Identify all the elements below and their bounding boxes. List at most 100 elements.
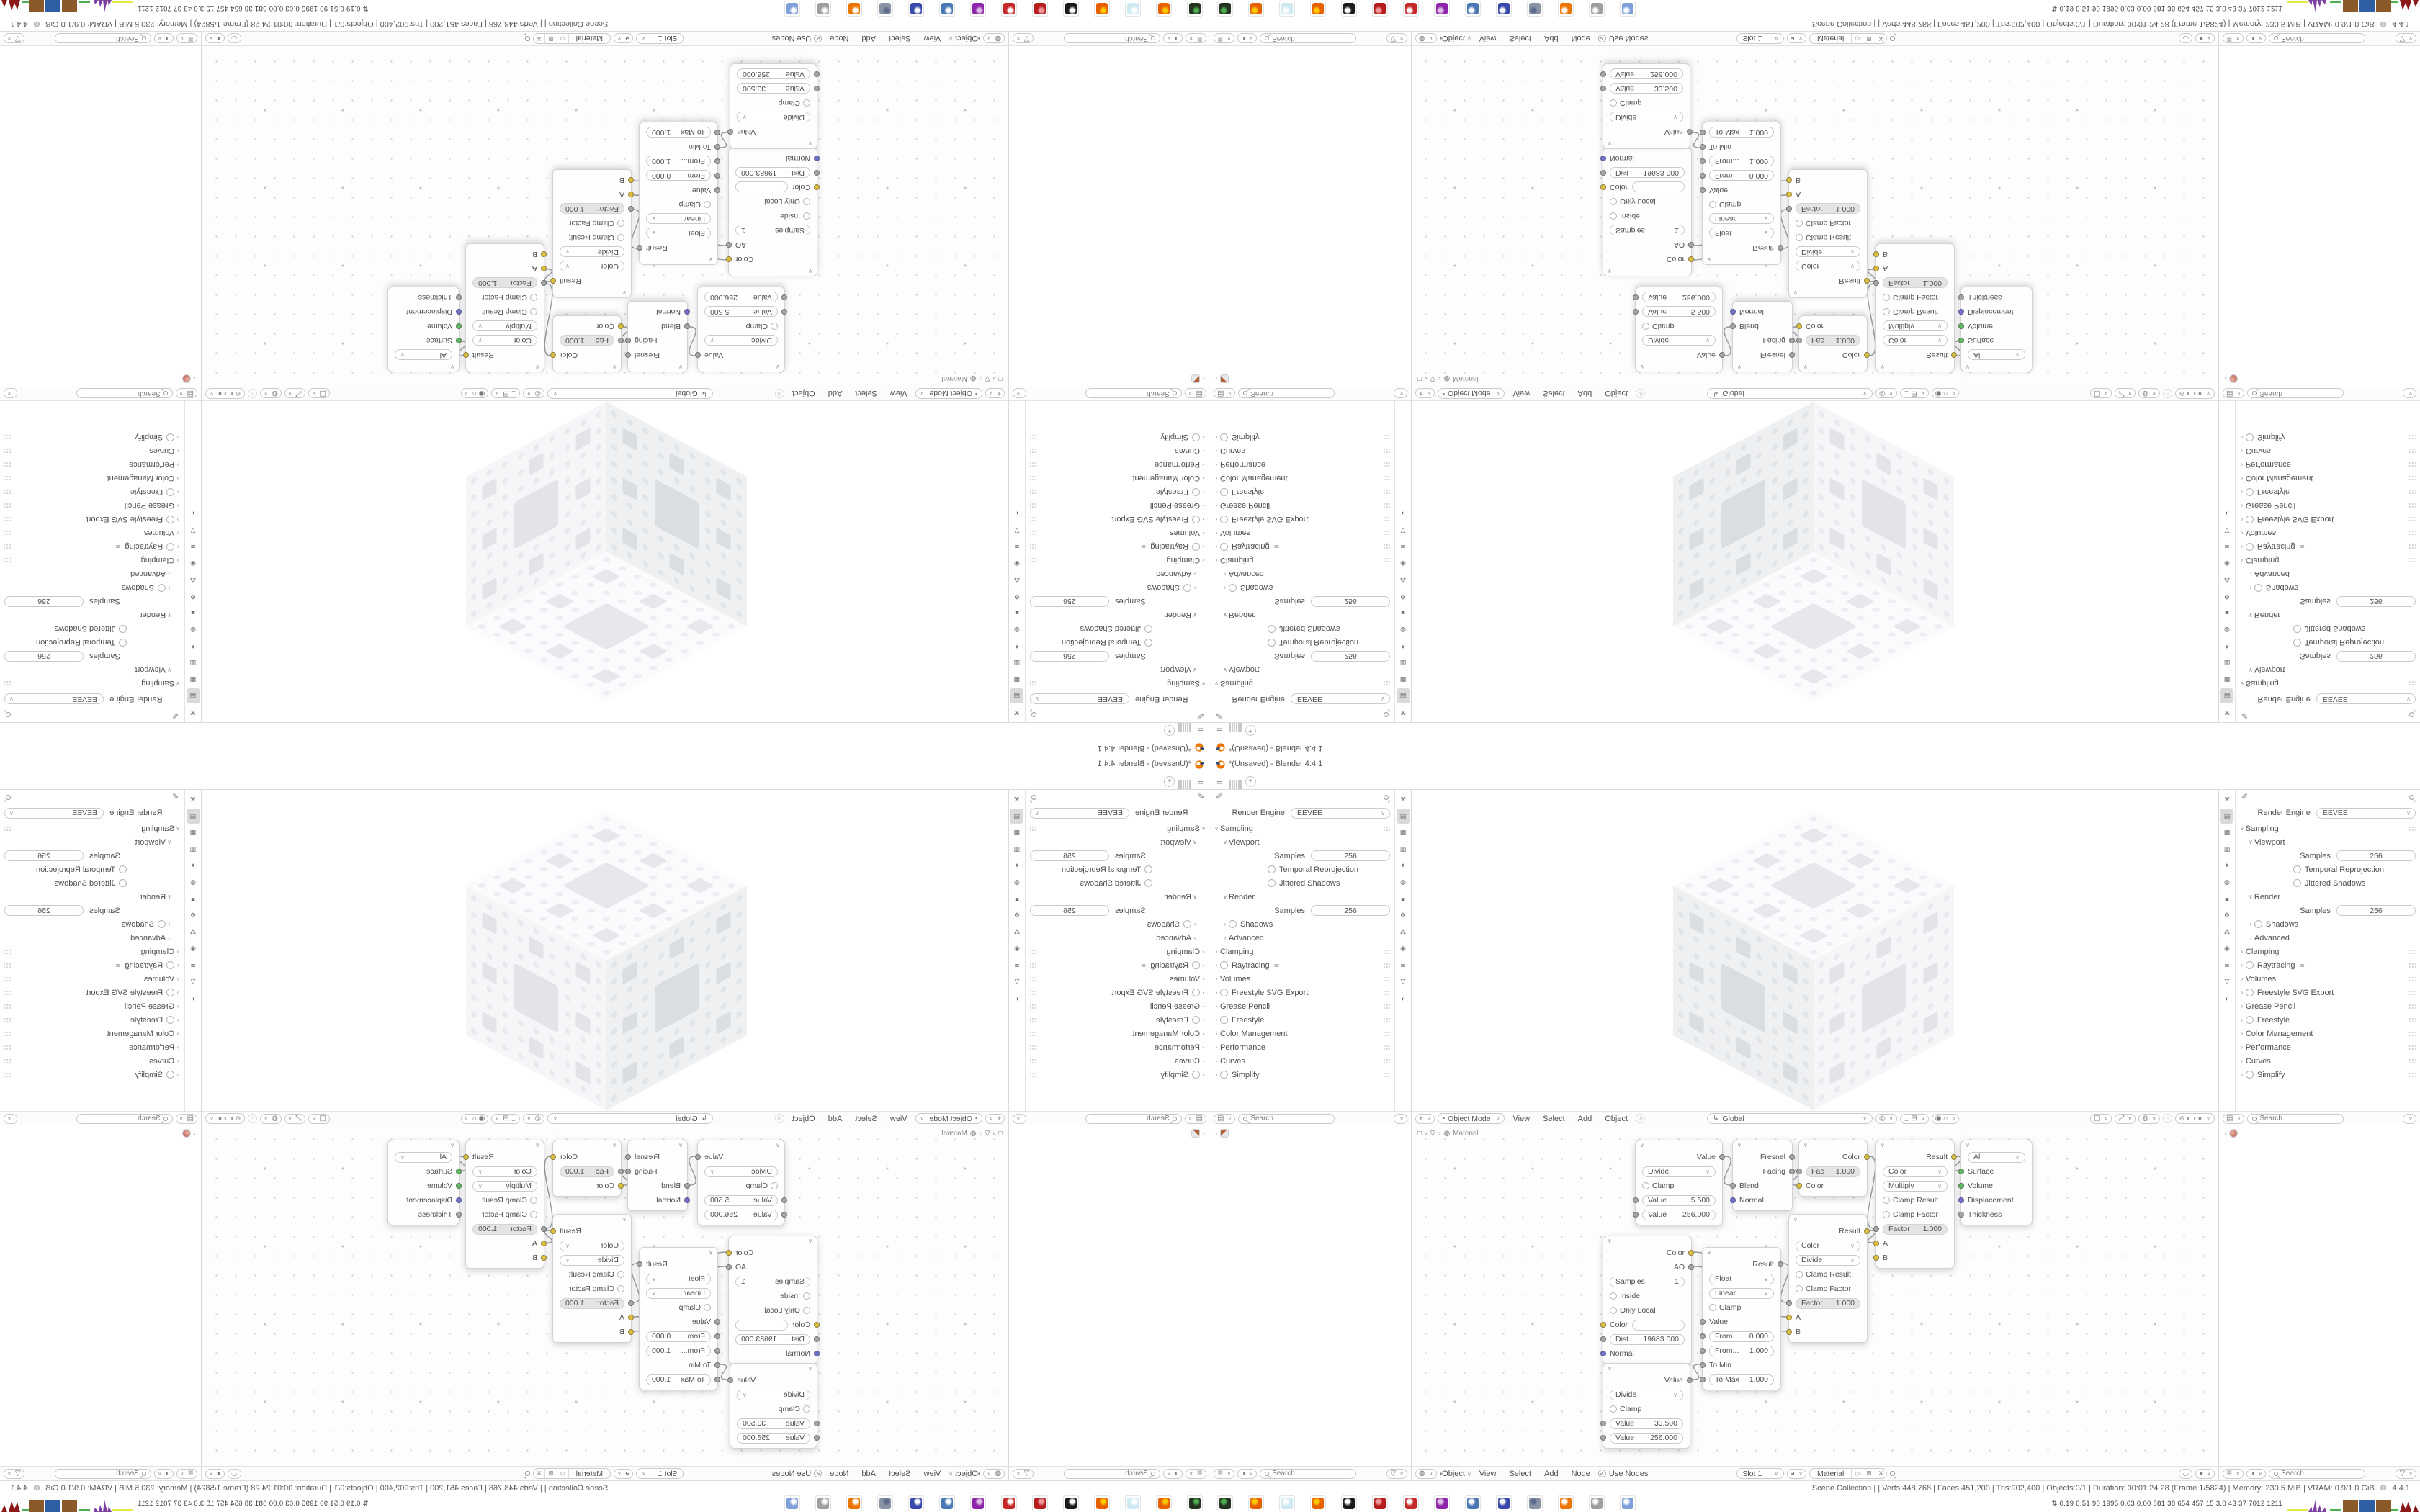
outliner-search-input[interactable] bbox=[1068, 1470, 1148, 1477]
world-icon[interactable]: ◍ bbox=[190, 878, 196, 886]
physics-icon[interactable]: ◉ bbox=[1014, 945, 1020, 952]
socket-gray[interactable] bbox=[1700, 1348, 1706, 1354]
socket-vector[interactable] bbox=[1730, 309, 1736, 315]
prop-section-grease-pencil[interactable]: › Grease Pencil bbox=[0, 999, 184, 1013]
node-row-divide[interactable]: Divide ∨ bbox=[1789, 1253, 1867, 1267]
node-row-fresnel[interactable]: Fresnel bbox=[1733, 1150, 1795, 1164]
socket-yellow[interactable] bbox=[1873, 266, 1879, 271]
shader-editor[interactable]: □ › ▽ › ◍ Material ∨ Value Divide ∨ Clamp Value… bbox=[1412, 1125, 2218, 1480]
render-icon[interactable]: ▤ bbox=[1010, 809, 1024, 824]
node-row-result[interactable]: Result bbox=[550, 1224, 631, 1238]
filter-button[interactable]: ▽ ∨ bbox=[1013, 1468, 1034, 1479]
socket-yellow[interactable] bbox=[814, 184, 820, 190]
node-ambient-occlusion[interactable]: ∨ Color AO Samples 1 Inside Only Local Color Dis… bbox=[1600, 148, 1694, 276]
menu-add[interactable]: Add bbox=[1577, 389, 1592, 398]
socket-yellow[interactable] bbox=[1864, 1228, 1870, 1234]
socket-vector[interactable] bbox=[814, 1351, 820, 1356]
gizmos-dropdown[interactable]: ⤢ ∨ bbox=[2115, 1113, 2136, 1124]
gear-app-icon[interactable] bbox=[1403, 1, 1419, 17]
tools-icon[interactable] bbox=[877, 1, 893, 17]
object-icon[interactable]: ■ bbox=[1015, 609, 1019, 617]
node-row-value[interactable]: Value 33.500 bbox=[730, 81, 820, 96]
node-row-color[interactable]: Color bbox=[1799, 1150, 1870, 1164]
snap-toggle[interactable]: ◡ ⊞ ∨ bbox=[491, 1113, 521, 1124]
socket-gray[interactable] bbox=[1633, 1212, 1639, 1218]
socket-gray[interactable] bbox=[1700, 1333, 1706, 1339]
view-layer-icon[interactable]: ▥ bbox=[1399, 845, 1407, 852]
world-icon[interactable]: ◍ bbox=[1014, 626, 1020, 634]
view-layer-icon[interactable]: ▥ bbox=[1013, 660, 1021, 667]
node-mix-divide[interactable]: ∨ Result Color ∨ Divide ∨ Clamp Result Clamp Fa… bbox=[1786, 169, 1870, 298]
prop-section-raytracing[interactable]: › Raytracing ≣ bbox=[1026, 540, 1210, 554]
window-titlebar[interactable]: *(Unsaved) - Blender 4.4.1 bbox=[1210, 741, 2420, 756]
node-row-clamp-factor[interactable]: Clamp Factor bbox=[466, 1207, 544, 1222]
xray-toggle[interactable]: ◫ ∨ bbox=[308, 388, 330, 399]
data-icon[interactable]: ▽ bbox=[1400, 527, 1406, 534]
node-row-result[interactable]: Result bbox=[637, 1257, 717, 1272]
node-row-multiply[interactable]: Multiply ∨ bbox=[1876, 319, 1954, 333]
gear-icon[interactable]: ⚙ bbox=[1636, 1114, 1646, 1123]
firefox-icon[interactable] bbox=[1156, 1, 1172, 17]
gear-icon[interactable]: ⚙ bbox=[1636, 389, 1646, 398]
node-row-surface[interactable]: Surface bbox=[388, 1164, 462, 1179]
filter-button[interactable]: ▽ ∨ bbox=[1386, 33, 1407, 44]
display-mode-dropdown[interactable]: ≣ ∨ bbox=[2223, 33, 2244, 44]
node-row-clamp-result[interactable]: Clamp Result bbox=[1789, 230, 1867, 245]
node-row-clamp[interactable]: Clamp bbox=[730, 1402, 817, 1416]
output-icon[interactable]: ▦ bbox=[189, 829, 197, 836]
use-nodes-checkbox[interactable]: ✓ Use Nodes bbox=[772, 35, 823, 43]
constraints-icon[interactable]: ≣ bbox=[1400, 961, 1406, 968]
menu-object[interactable]: Object bbox=[792, 389, 815, 398]
display-mode-dropdown[interactable]: ≣ ∨ bbox=[176, 33, 197, 44]
gear-app-icon[interactable] bbox=[1001, 1, 1017, 17]
overlay-toggle[interactable]: ● ∨ bbox=[2195, 1468, 2215, 1479]
properties-search-input[interactable] bbox=[1250, 390, 1330, 397]
chat-app-icon[interactable] bbox=[970, 1, 986, 17]
node-math-divide-2[interactable]: ∨ Value Divide ∨ Clamp Value 33.500 Value 256.00… bbox=[727, 63, 820, 149]
node-collapse-icon[interactable]: ∨ bbox=[776, 364, 780, 370]
firefox-icon-2[interactable] bbox=[1310, 1, 1326, 17]
node-row-color[interactable]: Color bbox=[729, 180, 820, 194]
socket-vector[interactable] bbox=[684, 1197, 690, 1203]
node-row-result[interactable]: Result bbox=[463, 348, 544, 362]
editor-type-button[interactable]: ▤ ∨ bbox=[1184, 388, 1206, 399]
socket-yellow[interactable] bbox=[726, 1250, 732, 1256]
inkscape-icon[interactable] bbox=[1341, 1495, 1357, 1511]
node-mix-multiply[interactable]: ∨ Result Color ∨ Multiply ∨ Clamp Result Clamp … bbox=[1873, 1140, 1957, 1269]
node-row-multiply[interactable]: Multiply ∨ bbox=[1876, 1179, 1954, 1193]
node-row-samples[interactable]: Samples 1 bbox=[1603, 223, 1691, 238]
tools-icon[interactable] bbox=[877, 1495, 893, 1511]
shader-mode-dropdown[interactable]: ▪Object∨ bbox=[1439, 34, 1471, 43]
outliner-search[interactable] bbox=[1063, 33, 1160, 44]
socket-gray[interactable] bbox=[714, 130, 720, 135]
prop-section-grease-pencil[interactable]: › Grease Pencil bbox=[1026, 999, 1210, 1013]
shader-mode-dropdown[interactable]: ▪Object∨ bbox=[949, 34, 981, 43]
node-row-a[interactable]: A bbox=[466, 261, 547, 276]
node-row-volume[interactable]: Volume bbox=[388, 319, 462, 333]
node-row-displacement[interactable]: Displacement bbox=[1958, 1193, 2032, 1207]
prop-section-raytracing[interactable]: › Raytracing ≣ bbox=[2236, 540, 2420, 554]
prop-field-samples[interactable]: Samples 256 bbox=[0, 649, 184, 663]
filter-button[interactable]: ▽ ∨ bbox=[1013, 33, 1034, 44]
prop-section-render[interactable]: ∨ Render bbox=[1165, 611, 1197, 620]
socket-vector[interactable] bbox=[684, 309, 690, 315]
use-nodes-checkbox[interactable]: ✓ Use Nodes bbox=[1597, 1470, 1648, 1478]
outliner-search[interactable] bbox=[54, 33, 151, 44]
menu-select[interactable]: Select bbox=[1509, 1469, 1532, 1478]
editor-type-button[interactable]: ◍ ∨ bbox=[1415, 33, 1437, 44]
socket-gray[interactable] bbox=[1789, 338, 1795, 343]
text-editor-icon[interactable] bbox=[1125, 1495, 1141, 1511]
data-icon[interactable]: ▽ bbox=[1014, 527, 1020, 534]
socket-gray[interactable] bbox=[1786, 206, 1792, 212]
node-row-divide[interactable]: Divide ∨ bbox=[553, 1253, 631, 1267]
socket-yellow[interactable] bbox=[463, 1154, 469, 1160]
prop-section-temporal-reprojection[interactable]: Temporal Reprojection bbox=[1210, 636, 1394, 649]
menu-node[interactable]: Node bbox=[830, 34, 849, 43]
shading-mode-buttons[interactable]: ⊕ ◐ ◑ ● ∨ bbox=[2174, 388, 2215, 399]
constraints-icon[interactable]: ≣ bbox=[190, 961, 196, 968]
expand-arrow[interactable]: › bbox=[194, 375, 196, 382]
socket-gray[interactable] bbox=[814, 86, 820, 91]
filter-mode-dropdown[interactable]: ◑ ∨ bbox=[1162, 1468, 1183, 1479]
node-row-clamp[interactable]: Clamp bbox=[1636, 1179, 1722, 1193]
node-row-to-min[interactable]: To Min bbox=[640, 1358, 720, 1372]
